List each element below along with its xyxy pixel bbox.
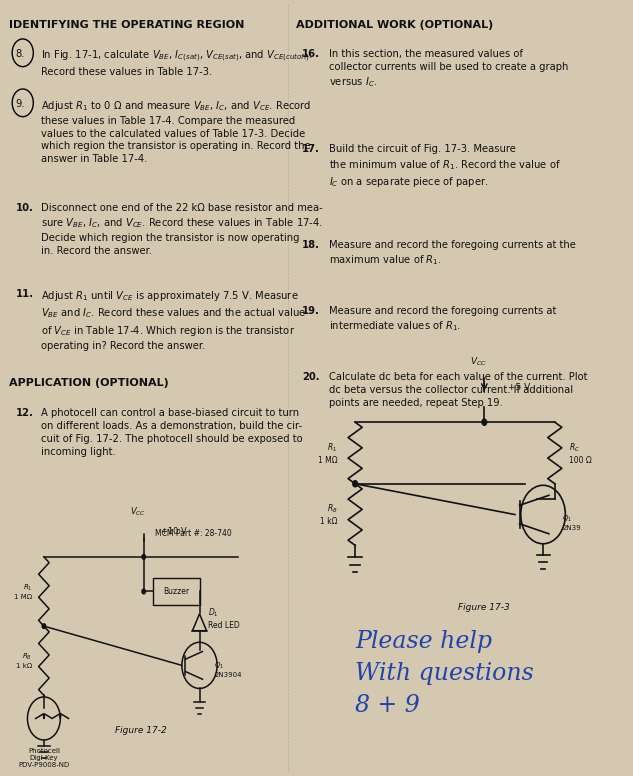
Text: 9.: 9.	[16, 99, 25, 109]
Text: 12.: 12.	[16, 408, 34, 418]
Text: Adjust $R_1$ until $V_{CE}$ is approximately 7.5 V. Measure
$V_{BE}$ and $I_C$. : Adjust $R_1$ until $V_{CE}$ is approxima…	[41, 289, 306, 351]
Text: Build the circuit of Fig. 17-3. Measure
the minimum value of $R_1$. Record the v: Build the circuit of Fig. 17-3. Measure …	[329, 144, 561, 189]
Text: Figure 17-3: Figure 17-3	[458, 603, 510, 612]
Text: MCM Part #: 28-740: MCM Part #: 28-740	[156, 528, 232, 538]
Text: $D_1$
Red LED: $D_1$ Red LED	[208, 607, 240, 630]
Text: In Fig. 17-1, calculate $V_{BE}$, $I_{C(sat)}$, $V_{CE(sat)}$, and $V_{CE(cutoff: In Fig. 17-1, calculate $V_{BE}$, $I_{C(…	[41, 49, 313, 77]
Circle shape	[353, 480, 358, 487]
Text: 18.: 18.	[303, 240, 320, 250]
Text: Disconnect one end of the 22 kΩ base resistor and mea-
sure $V_{BE}$, $I_C$, and: Disconnect one end of the 22 kΩ base res…	[41, 203, 323, 256]
Text: $V_{CC}$: $V_{CC}$	[130, 506, 146, 518]
Text: $R_1$
1 MΩ: $R_1$ 1 MΩ	[14, 583, 32, 600]
Circle shape	[142, 555, 146, 559]
Text: Adjust $R_1$ to 0 Ω and measure $V_{BE}$, $I_C$, and $V_{CE}$. Record
these valu: Adjust $R_1$ to 0 Ω and measure $V_{BE}$…	[41, 99, 311, 165]
Text: 20.: 20.	[303, 372, 320, 382]
FancyBboxPatch shape	[153, 577, 199, 605]
Text: 8.: 8.	[16, 49, 25, 59]
Text: Calculate dc beta for each value of the current. Plot
dc beta versus the collect: Calculate dc beta for each value of the …	[329, 372, 587, 407]
Circle shape	[482, 419, 487, 425]
Text: In this section, the measured values of
collector currents will be used to creat: In this section, the measured values of …	[329, 49, 568, 89]
Text: APPLICATION (OPTIONAL): APPLICATION (OPTIONAL)	[9, 378, 168, 387]
Text: 19.: 19.	[303, 306, 320, 316]
Text: $Q_1$
2N39: $Q_1$ 2N39	[563, 514, 581, 531]
Text: $R_B$
1 kΩ: $R_B$ 1 kΩ	[320, 503, 337, 526]
Text: 17.: 17.	[303, 144, 320, 154]
Text: +10 V: +10 V	[161, 527, 187, 536]
Text: $R_B$
1 kΩ: $R_B$ 1 kΩ	[16, 652, 32, 670]
Circle shape	[142, 589, 146, 594]
Text: Figure 17-2: Figure 17-2	[115, 726, 166, 735]
Text: IDENTIFYING THE OPERATING REGION: IDENTIFYING THE OPERATING REGION	[9, 20, 244, 30]
Text: 16.: 16.	[303, 49, 320, 59]
Text: $R_1$
1 MΩ: $R_1$ 1 MΩ	[318, 442, 337, 465]
Text: $V_{CC}$: $V_{CC}$	[470, 356, 487, 369]
Text: 11.: 11.	[16, 289, 34, 299]
Text: $R_C$
100 Ω: $R_C$ 100 Ω	[570, 442, 592, 465]
Text: Photocell
Digi-Key
PDV-P9008-ND: Photocell Digi-Key PDV-P9008-ND	[18, 748, 70, 767]
Text: Buzzer: Buzzer	[163, 587, 189, 596]
Circle shape	[42, 624, 46, 629]
Text: Please help
With questions
8 + 9: Please help With questions 8 + 9	[355, 630, 534, 717]
Text: ADDITIONAL WORK (OPTIONAL): ADDITIONAL WORK (OPTIONAL)	[296, 20, 494, 30]
Text: +5 V: +5 V	[508, 383, 530, 392]
Text: 10.: 10.	[16, 203, 34, 213]
Text: Measure and record the foregoing currents at the
maximum value of $R_1$.: Measure and record the foregoing current…	[329, 240, 575, 267]
Text: A photocell can control a base-biased circuit to turn
on different loads. As a d: A photocell can control a base-biased ci…	[41, 408, 303, 457]
Text: $Q_1$
2N3904: $Q_1$ 2N3904	[214, 660, 242, 677]
Text: Measure and record the foregoing currents at
intermediate values of $R_1$.: Measure and record the foregoing current…	[329, 306, 556, 333]
